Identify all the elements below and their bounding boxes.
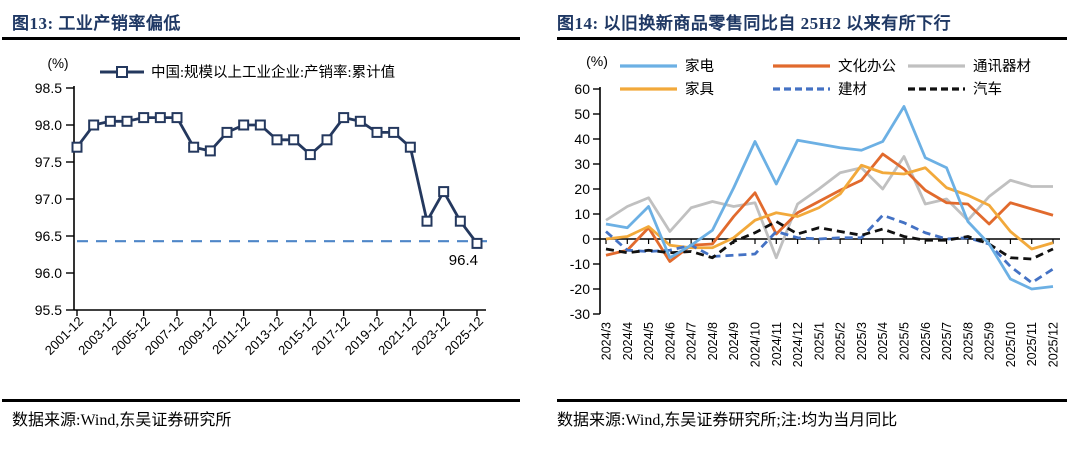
series-sales-ratio-marker (304, 149, 316, 161)
y-axis-unit-label: (%) (586, 53, 608, 69)
legend-label-culture-office: 文化办公 (838, 58, 896, 75)
x-axis-tick-label: 2025/6 (919, 322, 933, 360)
y-axis-tick-label: -10 (570, 256, 590, 272)
y-axis-tick-label: 97.5 (35, 154, 62, 170)
legend-label-comm-equipment: 通讯器材 (973, 58, 1031, 75)
figure-13-chart: (%) 中国:规模以上工业企业:产销率:累计值 95.5 96.0 96.5 97.0 97… (35, 56, 494, 358)
series-sales-ratio-marker (121, 115, 133, 127)
series-building-materials-line (605, 213, 1054, 285)
figure-13-source-note: 数据来源:Wind,东吴证券研究所 (12, 412, 232, 429)
legend-label-appliances: 家电 (685, 58, 714, 75)
y-axis-tick-label: 30 (574, 156, 590, 172)
legend-label-building-materials: 建材 (838, 81, 867, 98)
y-axis-tick-label: 98.0 (35, 117, 62, 133)
x-axis-tick-label: 2024/4 (621, 322, 635, 360)
x-axis-tick-label: 2024/12 (791, 322, 805, 367)
series-furniture-line (605, 163, 1054, 251)
series-sales-ratio-marker (188, 141, 200, 153)
series-sales-ratio-marker (171, 112, 183, 124)
y-axis-tick-label: 0 (582, 231, 590, 247)
legend-marker-square (116, 66, 128, 78)
series-sales-ratio-marker (288, 134, 300, 146)
series-appliances-line (605, 105, 1054, 291)
y-axis-tick-label: 96.5 (35, 228, 62, 244)
y-axis-tick-label: 97.0 (35, 191, 62, 207)
series-autos-line (605, 220, 1054, 261)
x-axis-tick-label: 2024/6 (663, 322, 677, 360)
y-axis-tick-label: 95.5 (35, 302, 62, 318)
figure-13-title: 图13: 工业产销率偏低 (12, 14, 181, 33)
y-axis-tick-label: -20 (570, 281, 590, 297)
x-axis-tick-label: 2024/7 (685, 322, 699, 360)
series-sales-ratio-marker (104, 115, 116, 127)
figure-13-bottom-rule (2, 399, 520, 402)
figure-14-bottom-rule (557, 399, 1067, 402)
series-sales-ratio-marker (138, 112, 150, 124)
series-sales-ratio-marker (221, 126, 233, 138)
x-axis-tick-label: 2025/8 (961, 322, 975, 360)
x-axis-tick-label: 2024/9 (727, 322, 741, 360)
series-sales-ratio-marker (338, 112, 350, 124)
x-axis-tick-label: 2024/10 (749, 322, 763, 367)
series-sales-ratio-marker (238, 119, 250, 131)
y-axis-tick-label: 40 (574, 131, 590, 147)
y-axis-unit-label: (%) (48, 56, 69, 71)
x-axis-tick-label: 2025/7 (940, 322, 954, 360)
x-axis-tick-label: 2024/11 (770, 322, 784, 366)
series-comm-equipment-line (605, 155, 1053, 260)
series-sales-ratio-marker (204, 145, 216, 157)
series-sales-ratio-marker (404, 141, 416, 153)
series-sales-ratio-marker (71, 141, 83, 153)
x-axis-tick-label: 2024/8 (706, 322, 720, 360)
x-axis-tick-label: 2025/9 (983, 322, 997, 360)
x-axis-tick-label: 2025/5 (898, 322, 912, 360)
series-sales-ratio-marker (471, 237, 483, 249)
legend-label: 中国:规模以上工业企业:产销率:累计值 (151, 63, 395, 81)
figure-14-panel: 图14: 以旧换新商品零售同比自 25H2 以来有所下行 (%) 家电 文化办公 通讯… (540, 0, 1080, 461)
y-axis-tick-label: 20 (574, 181, 590, 197)
figure-13-panel: 图13: 工业产销率偏低 (%) 中国:规模以上工业企业:产销率:累计值 95.5 9… (2, 14, 520, 429)
x-axis-tick-label: 2025/2 (834, 322, 848, 360)
series-sales-ratio-marker (254, 119, 266, 131)
series-culture-office-line (605, 152, 1054, 263)
figure-13-title-rule (2, 37, 520, 40)
x-axis-tick-label: 2025/11 (1025, 322, 1039, 366)
x-axis-tick-label: 2025/4 (876, 322, 890, 360)
figure-14-title-rule (557, 37, 1067, 40)
series-sales-ratio-marker (454, 215, 466, 227)
figure-14-source-note: 数据来源:Wind,东吴证券研究所;注:均为当月同比 (557, 412, 898, 429)
series-sales-ratio-marker (271, 134, 283, 146)
y-axis-tick-label: -30 (570, 306, 590, 322)
figure-14-title: 图14: 以旧换新商品零售同比自 25H2 以来有所下行 (557, 14, 952, 33)
legend-label-autos: 汽车 (973, 81, 1002, 98)
series-sales-ratio-marker (421, 215, 433, 227)
y-axis-tick-label: 10 (574, 206, 590, 222)
x-axis-tick-label: 2024/5 (642, 322, 656, 360)
y-axis-tick-label: 50 (574, 106, 590, 122)
x-axis-tick-label: 2024/3 (600, 322, 614, 360)
series-sales-ratio-marker (321, 134, 333, 146)
y-axis-tick-label: 98.5 (35, 80, 62, 96)
y-axis-tick-label: 96.0 (35, 265, 62, 281)
x-axis-tick-label: 2025/12 (1047, 322, 1061, 367)
series-sales-ratio-marker (154, 112, 166, 124)
x-axis-tick-label: 2025/3 (855, 322, 869, 360)
series-sales-ratio-marker (388, 126, 400, 138)
y-axis-tick-label: 60 (574, 81, 590, 97)
series-sales-ratio-marker (438, 186, 450, 198)
series-sales-ratio-marker (371, 126, 383, 138)
x-axis-tick-label: 2025/10 (1004, 322, 1018, 367)
series-sales-ratio-marker (354, 115, 366, 127)
reference-value-label: 96.4 (449, 252, 478, 269)
series-sales-ratio-marker (88, 119, 100, 131)
legend-label-furniture: 家具 (685, 81, 714, 98)
x-axis-tick-label: 2025/1 (812, 322, 826, 360)
